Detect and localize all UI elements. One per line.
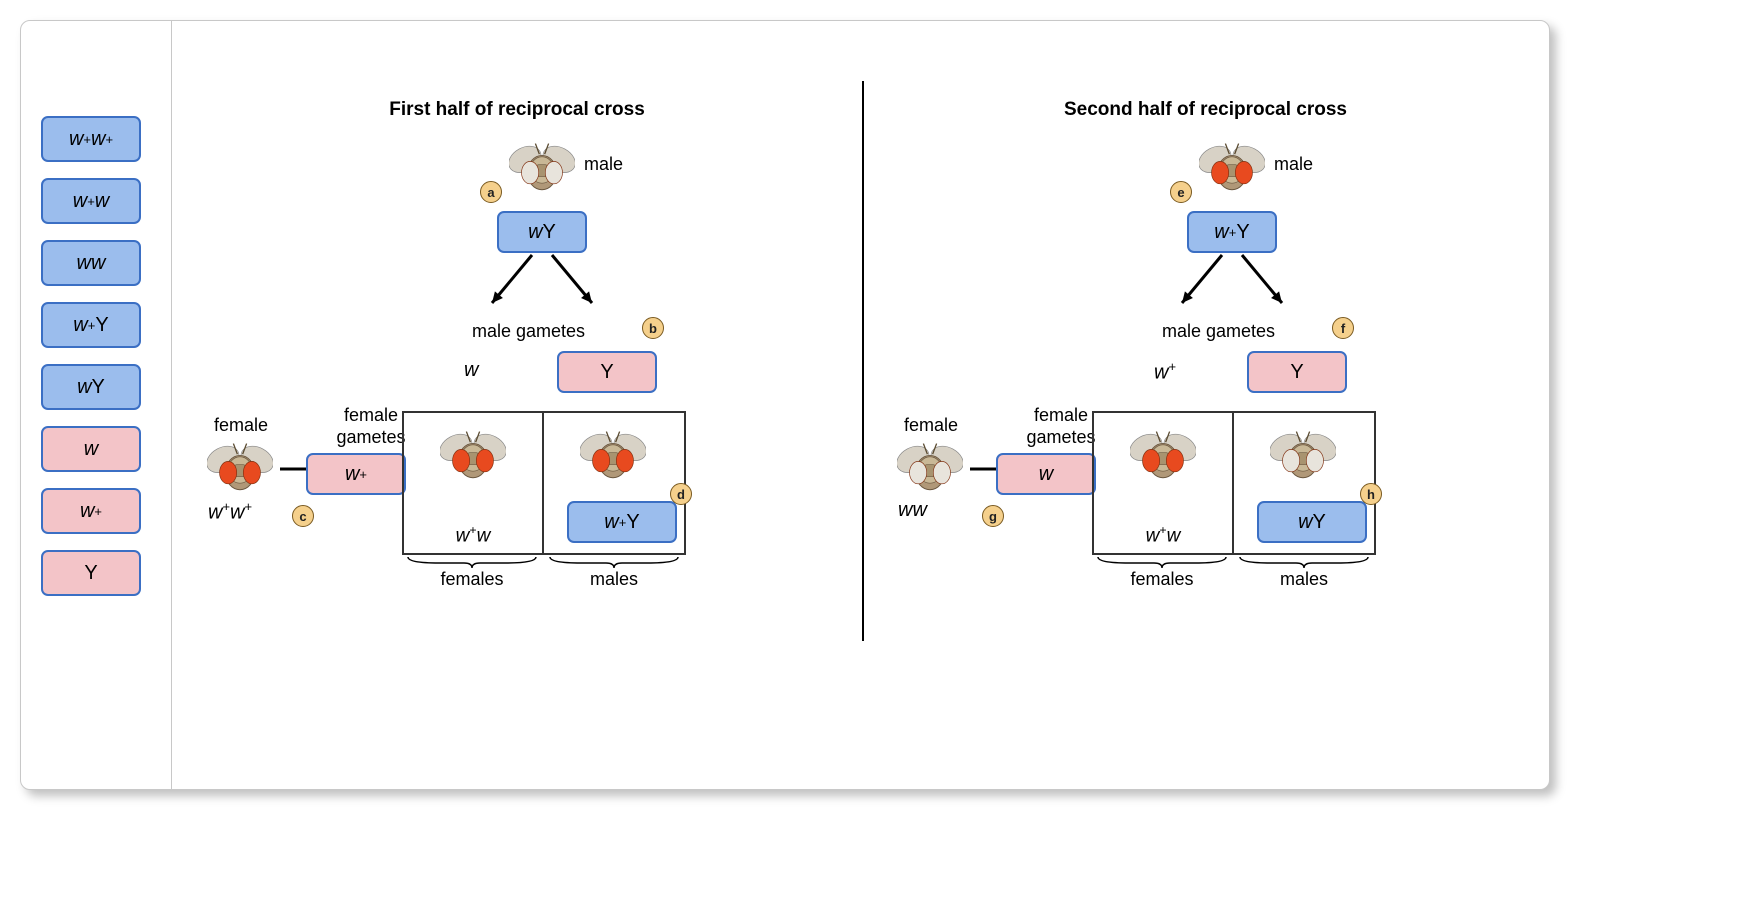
- marker-g: g: [982, 505, 1004, 527]
- fork-arrows: [462, 251, 622, 311]
- panel-title: Second half of reciprocal cross: [862, 99, 1549, 121]
- exercise-canvas: w+w+w+wwww+YwYww+Y First half of recipro…: [20, 20, 1550, 790]
- marker-c: c: [292, 505, 314, 527]
- marker-d: d: [670, 483, 692, 505]
- female-gamete-slot[interactable]: w+: [306, 453, 406, 495]
- male-gametes-label: male gametes: [1162, 321, 1275, 342]
- punnett-cell-females: w+w: [1094, 413, 1234, 553]
- punnett-square: w+w w+Y: [402, 411, 686, 555]
- brace-males: males: [548, 555, 680, 590]
- male-fly-icon: [1199, 139, 1265, 193]
- female-label: female: [904, 415, 958, 436]
- palette-chip-5[interactable]: w: [41, 426, 141, 472]
- palette-chip-7[interactable]: Y: [41, 550, 141, 596]
- palette-chip-1[interactable]: w+w: [41, 178, 141, 224]
- palette-chip-3[interactable]: w+Y: [41, 302, 141, 348]
- punnett-cell-females-genotype: w+w: [404, 523, 542, 547]
- male-gametes-label: male gametes: [472, 321, 585, 342]
- fork-arrows: [1152, 251, 1312, 311]
- marker-a: a: [480, 181, 502, 203]
- marker-h: h: [1360, 483, 1382, 505]
- punnett-cell-males: wY: [1234, 413, 1374, 553]
- punnett-cell-males-slot[interactable]: w+Y: [567, 501, 677, 543]
- male-label: male: [584, 154, 623, 175]
- palette-chip-4[interactable]: wY: [41, 364, 141, 410]
- male-gamete-left: w: [464, 359, 478, 382]
- punnett-cell-males-slot[interactable]: wY: [1257, 501, 1367, 543]
- chip-palette: w+w+w+wwww+YwYww+Y: [41, 116, 156, 612]
- panel-first-cross: First half of reciprocal cross maleawY m…: [172, 21, 862, 759]
- male-gamete-right-slot[interactable]: Y: [557, 351, 657, 393]
- marker-b: b: [642, 317, 664, 339]
- punnett-cell-females-genotype: w+w: [1094, 523, 1232, 547]
- punnett-square: w+w wY: [1092, 411, 1376, 555]
- marker-e: e: [1170, 181, 1192, 203]
- male-gamete-right-slot[interactable]: Y: [1247, 351, 1347, 393]
- diagram-area: First half of reciprocal cross maleawY m…: [171, 21, 1549, 789]
- brace-females: females: [1096, 555, 1228, 590]
- female-genotype: w+w+: [208, 499, 252, 525]
- panel-title: First half of reciprocal cross: [172, 99, 862, 121]
- female-label: female: [214, 415, 268, 436]
- brace-females: females: [406, 555, 538, 590]
- male-gamete-left: w+: [1154, 359, 1176, 385]
- palette-chip-2[interactable]: ww: [41, 240, 141, 286]
- punnett-cell-males: w+Y: [544, 413, 684, 553]
- female-gamete-slot[interactable]: w: [996, 453, 1096, 495]
- palette-chip-0[interactable]: w+w+: [41, 116, 141, 162]
- male-label: male: [1274, 154, 1313, 175]
- palette-chip-6[interactable]: w+: [41, 488, 141, 534]
- panel-second-cross: Second half of reciprocal cross maleew+Y…: [862, 21, 1549, 759]
- brace-males: males: [1238, 555, 1370, 590]
- female-fly-icon: [207, 439, 273, 493]
- male-fly-icon: [509, 139, 575, 193]
- marker-f: f: [1332, 317, 1354, 339]
- punnett-cell-females: w+w: [404, 413, 544, 553]
- male-genotype-slot[interactable]: w+Y: [1187, 211, 1277, 253]
- female-fly-icon: [897, 439, 963, 493]
- female-genotype: ww: [898, 499, 927, 522]
- male-genotype-slot[interactable]: wY: [497, 211, 587, 253]
